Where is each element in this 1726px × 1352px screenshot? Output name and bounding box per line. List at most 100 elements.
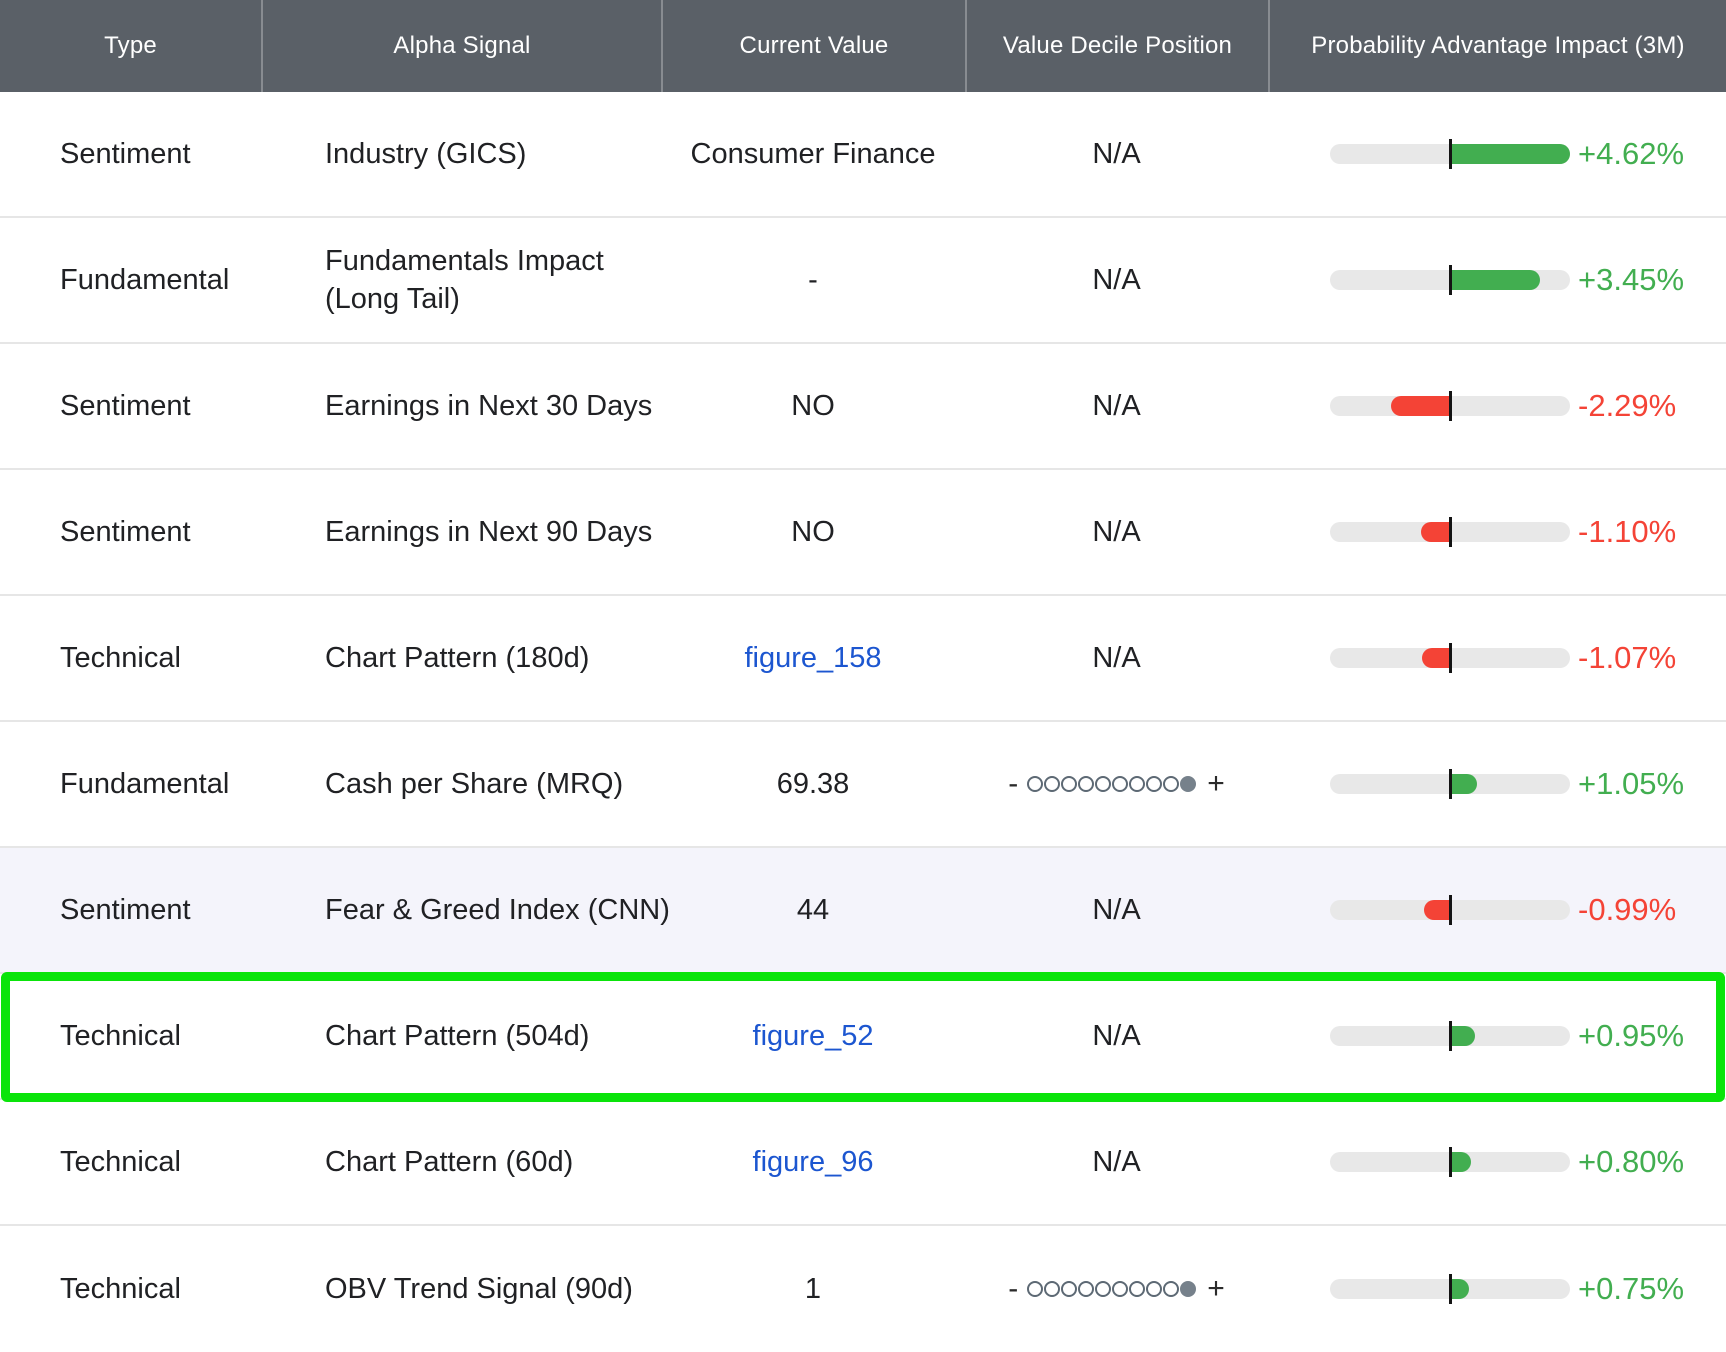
impact-percent-label: +0.75% xyxy=(1578,1271,1685,1306)
decile-dot xyxy=(1078,776,1095,792)
decile-dot xyxy=(1112,776,1129,792)
impact-bar-fill xyxy=(1450,1152,1471,1172)
decile-na-text: N/A xyxy=(1092,1019,1141,1052)
decile-increase-button[interactable]: + xyxy=(1207,1272,1225,1305)
figure-link[interactable]: figure_52 xyxy=(752,1019,874,1052)
figure-link[interactable]: figure_158 xyxy=(744,641,882,674)
table-row[interactable]: Sentiment Earnings in Next 30 Days NO N/… xyxy=(0,344,1726,470)
signal-cell: Earnings in Next 30 Days xyxy=(261,344,661,468)
impact-bar-center-tick xyxy=(1448,391,1452,421)
signal-cell: Industry (GICS) xyxy=(261,92,661,216)
current-value-text: NO xyxy=(791,515,835,548)
decile-dot xyxy=(1044,1281,1061,1297)
signal-cell: Chart Pattern (180d) xyxy=(261,596,661,720)
impact-cell: +1.05% xyxy=(1268,722,1726,846)
column-header-probability-advantage-impact: Probability Advantage Impact (3M) xyxy=(1268,0,1726,92)
impact-bar-center-tick xyxy=(1448,139,1452,169)
impact-bar-track xyxy=(1330,643,1570,673)
decile-position-widget: - + xyxy=(1008,1272,1225,1306)
current-value-text: 69.38 xyxy=(776,767,850,800)
type-label: Technical xyxy=(60,641,181,674)
decile-dot xyxy=(1146,776,1163,792)
type-cell: Sentiment xyxy=(0,92,261,216)
decile-increase-button[interactable]: + xyxy=(1207,767,1225,800)
decile-decrease-button[interactable]: - xyxy=(1008,1272,1019,1305)
impact-cell: -1.07% xyxy=(1268,596,1726,720)
impact-bar-fill xyxy=(1422,648,1450,668)
table-row[interactable]: Fundamental Fundamentals Impact (Long Ta… xyxy=(0,218,1726,344)
current-value-text: 1 xyxy=(804,1272,822,1305)
type-label: Sentiment xyxy=(60,389,191,422)
type-label: Technical xyxy=(60,1272,181,1305)
table-row[interactable]: Technical Chart Pattern (60d) figure_96 … xyxy=(0,1100,1726,1226)
type-label: Technical xyxy=(60,1145,181,1178)
decile-dots xyxy=(1027,776,1197,792)
decile-cell: N/A xyxy=(965,1100,1268,1224)
table-body: Sentiment Industry (GICS) Consumer Finan… xyxy=(0,92,1726,1352)
signal-cell: Chart Pattern (504d) xyxy=(261,974,661,1098)
decile-na-text: N/A xyxy=(1092,263,1141,296)
value-cell: 44 xyxy=(661,848,965,972)
decile-position-widget: - + xyxy=(1008,767,1225,801)
table-row[interactable]: Technical OBV Trend Signal (90d) 1 - + +0… xyxy=(0,1226,1726,1352)
decile-dot-filled xyxy=(1180,776,1197,792)
current-value-text: 44 xyxy=(796,893,830,926)
impact-cell: +0.80% xyxy=(1268,1100,1726,1224)
impact-bar-track xyxy=(1330,895,1570,925)
table-row[interactable]: Sentiment Earnings in Next 90 Days NO N/… xyxy=(0,470,1726,596)
decile-dot xyxy=(1095,1281,1112,1297)
decile-na-text: N/A xyxy=(1092,515,1141,548)
decile-cell: - + xyxy=(965,1226,1268,1352)
signal-label: OBV Trend Signal (90d) xyxy=(325,1272,633,1305)
decile-dot xyxy=(1112,1281,1129,1297)
decile-dot xyxy=(1163,1281,1180,1297)
type-cell: Sentiment xyxy=(0,344,261,468)
value-cell: figure_52 xyxy=(661,974,965,1098)
decile-cell: N/A xyxy=(965,218,1268,342)
impact-bar-center-tick xyxy=(1448,643,1452,673)
decile-na-text: N/A xyxy=(1092,137,1141,170)
decile-dot xyxy=(1095,776,1112,792)
decile-na-text: N/A xyxy=(1092,389,1141,422)
decile-dot xyxy=(1061,776,1078,792)
impact-bar-center-tick xyxy=(1448,517,1452,547)
type-label: Fundamental xyxy=(60,263,230,296)
signal-cell: Cash per Share (MRQ) xyxy=(261,722,661,846)
impact-cell: +4.62% xyxy=(1268,92,1726,216)
signal-cell: Earnings in Next 90 Days xyxy=(261,470,661,594)
table-row[interactable]: Sentiment Fear & Greed Index (CNN) 44 N/… xyxy=(0,848,1726,974)
impact-bar-center-tick xyxy=(1448,1021,1452,1051)
signal-cell: Fear & Greed Index (CNN) xyxy=(261,848,670,972)
impact-bar-fill xyxy=(1424,900,1450,920)
impact-percent-label: -1.07% xyxy=(1578,640,1677,675)
impact-percent-label: +0.95% xyxy=(1578,1018,1685,1053)
decile-dot xyxy=(1078,1281,1095,1297)
decile-dot-filled xyxy=(1180,1281,1197,1297)
impact-bar-fill xyxy=(1450,1026,1475,1046)
table-row[interactable]: Technical Chart Pattern (504d) figure_52… xyxy=(0,974,1726,1100)
impact-bar-fill xyxy=(1450,144,1570,164)
table-row[interactable]: Fundamental Cash per Share (MRQ) 69.38 -… xyxy=(0,722,1726,848)
current-value-text: NO xyxy=(791,389,835,422)
impact-percent-label: +3.45% xyxy=(1578,262,1685,297)
type-cell: Sentiment xyxy=(0,848,261,972)
impact-bar-track xyxy=(1330,1021,1570,1051)
impact-bar-fill xyxy=(1450,774,1477,794)
signal-label: Fear & Greed Index (CNN) xyxy=(325,893,670,926)
decile-dot xyxy=(1027,776,1044,792)
impact-bar-fill xyxy=(1391,396,1450,416)
decile-dot xyxy=(1061,1281,1078,1297)
decile-cell: N/A xyxy=(965,596,1268,720)
figure-link[interactable]: figure_96 xyxy=(752,1145,874,1178)
impact-percent-label: +0.80% xyxy=(1578,1144,1685,1179)
type-label: Fundamental xyxy=(60,767,230,800)
type-label: Technical xyxy=(60,1019,181,1052)
impact-bar-track xyxy=(1330,1147,1570,1177)
value-cell: Consumer Finance xyxy=(661,92,965,216)
decile-decrease-button[interactable]: - xyxy=(1008,767,1019,800)
signal-label: Chart Pattern (504d) xyxy=(325,1019,590,1052)
type-cell: Sentiment xyxy=(0,470,261,594)
table-row[interactable]: Technical Chart Pattern (180d) figure_15… xyxy=(0,596,1726,722)
value-cell: 1 xyxy=(661,1226,965,1352)
table-row[interactable]: Sentiment Industry (GICS) Consumer Finan… xyxy=(0,92,1726,218)
